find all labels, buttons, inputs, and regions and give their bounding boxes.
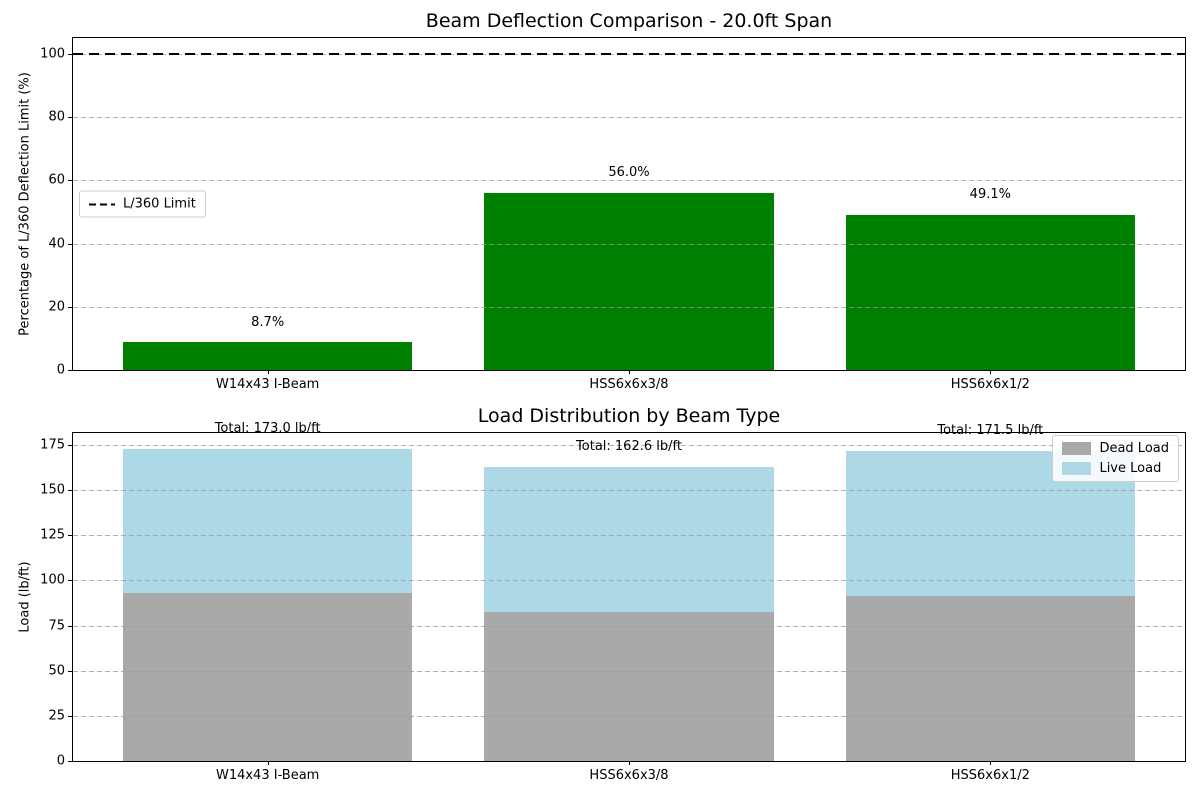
y-tick-mark (68, 306, 72, 308)
y-tick-mark (68, 670, 72, 672)
bar-segment-dead-load (123, 593, 413, 761)
x-tick-mark (990, 761, 992, 765)
y-tick-mark (68, 180, 72, 182)
gridline-y150 (73, 490, 1185, 492)
gridline-y25 (73, 715, 1185, 717)
y-tick-label: 75 (48, 618, 65, 634)
y-tick-label: 100 (40, 572, 65, 588)
y-tick-mark (68, 370, 72, 371)
legend: Dead Load Live Load (1052, 435, 1179, 482)
y-tick-label: 125 (40, 527, 65, 543)
gridline-y80 (73, 117, 1185, 119)
bar-segment-dead-load (845, 595, 1135, 761)
deflection-chart-axes: Beam Deflection Comparison - 20.0ft Span… (18, 10, 1186, 392)
y-tick-mark (68, 445, 72, 446)
y-tick-label: 60 (48, 172, 65, 188)
gridline-y60 (73, 180, 1185, 182)
value-label: 8.7% (251, 314, 285, 330)
y-tick-mark (68, 117, 72, 119)
bar-w14x43-i-beam (123, 342, 413, 370)
legend: L/360 Limit (79, 190, 206, 218)
y-tick-label: 20 (48, 299, 65, 315)
load-chart-title: Load Distribution by Beam Type (477, 405, 781, 427)
bar-hss6x6x3-8 (484, 192, 774, 370)
total-label: Total: 173.0 lb/ft (214, 420, 321, 436)
legend-entry: L/360 Limit (89, 197, 196, 212)
y-tick-label: 40 (48, 236, 65, 252)
y-tick-mark (68, 53, 72, 55)
legend-entry: Dead Load (1062, 441, 1169, 456)
x-tick-label: W14x43 I-Beam (215, 768, 320, 783)
load-chart-axes: Load Distribution by Beam Type Load (lb/… (18, 405, 1186, 783)
x-tick-mark (267, 370, 269, 374)
legend-label: Dead Load (1099, 441, 1169, 456)
value-label: 49.1% (969, 186, 1011, 202)
bar-segment-dead-load (484, 611, 774, 761)
y-tick-mark (68, 761, 72, 762)
bar-segment-live-load (484, 467, 774, 612)
y-tick-label: 0 (56, 753, 65, 769)
y-tick-mark (68, 243, 72, 245)
y-tick-label: 80 (48, 109, 65, 125)
gridline-y50 (73, 670, 1185, 672)
y-tick-label: 150 (40, 482, 65, 498)
x-tick-label: HSS6x6x1/2 (950, 377, 1030, 392)
x-tick-mark (990, 370, 992, 374)
y-tick-label: 100 (40, 46, 65, 62)
legend-entry: Live Load (1062, 461, 1169, 476)
legend-dashed-line-swatch (89, 203, 115, 205)
load-y-axis-label: Load (lb/ft) (17, 561, 33, 633)
gridline-y75 (73, 625, 1185, 627)
x-tick-label: HSS6x6x3/8 (589, 377, 669, 392)
legend-color-swatch (1062, 442, 1092, 455)
y-tick-mark (68, 715, 72, 717)
x-tick-mark (267, 761, 269, 765)
legend-color-swatch (1062, 462, 1092, 475)
y-tick-mark (68, 580, 72, 582)
value-label: 56.0% (608, 164, 650, 180)
x-tick-label: W14x43 I-Beam (215, 377, 320, 392)
legend-label: L/360 Limit (123, 196, 196, 212)
y-tick-label: 175 (40, 437, 65, 453)
deflection-chart-title: Beam Deflection Comparison - 20.0ft Span (425, 10, 833, 32)
bar-segment-live-load (123, 448, 413, 594)
total-label: Total: 171.5 lb/ft (937, 423, 1044, 439)
y-tick-label: 50 (48, 663, 65, 679)
bar-hss6x6x1-2 (845, 214, 1135, 370)
total-label: Total: 162.6 lb/ft (576, 439, 682, 455)
y-tick-mark (68, 490, 72, 492)
y-tick-mark (68, 535, 72, 537)
y-tick-label: 25 (48, 708, 65, 724)
gridline-y40 (73, 243, 1185, 245)
y-tick-mark (68, 625, 72, 627)
gridline-y100 (73, 580, 1185, 582)
deflection-y-axis-label: Percentage of L/360 Deflection Limit (%) (17, 72, 33, 336)
x-tick-mark (629, 761, 630, 765)
legend-label: Live Load (1099, 461, 1162, 476)
x-tick-label: HSS6x6x3/8 (589, 768, 669, 783)
gridline-y20 (73, 306, 1185, 308)
x-tick-mark (629, 370, 630, 374)
limit-reference-line (73, 52, 1185, 55)
x-tick-label: HSS6x6x1/2 (950, 768, 1030, 783)
gridline-y125 (73, 535, 1185, 537)
y-tick-label: 0 (56, 362, 65, 378)
gridline-y175 (73, 445, 1185, 446)
